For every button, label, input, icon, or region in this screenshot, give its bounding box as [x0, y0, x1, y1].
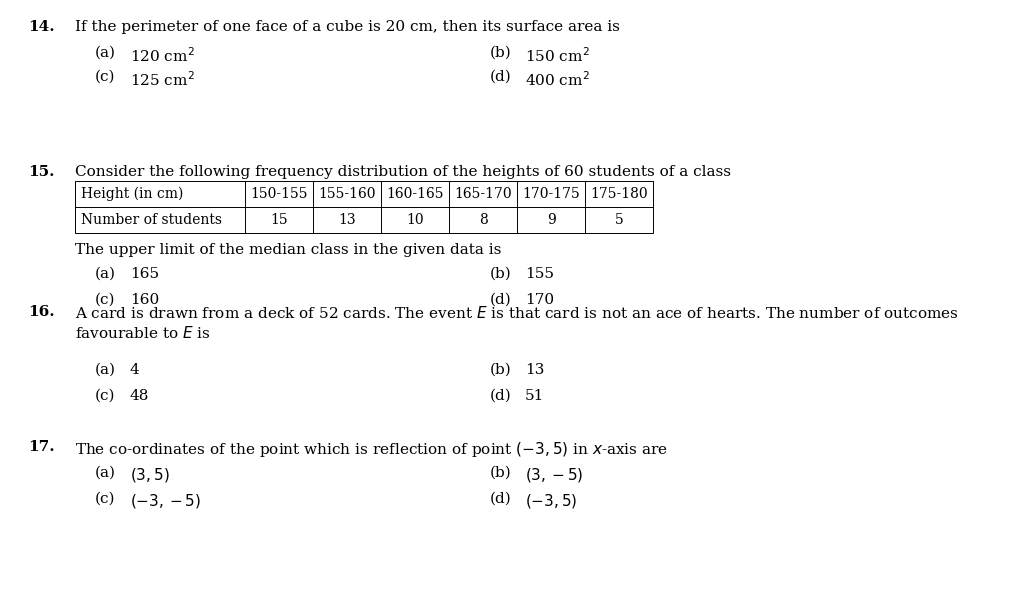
Text: 13: 13 [525, 363, 545, 377]
Text: 5: 5 [614, 213, 624, 227]
Text: 150-155: 150-155 [250, 187, 308, 201]
Text: 10: 10 [407, 213, 424, 227]
Text: (b): (b) [490, 363, 512, 377]
Text: 14.: 14. [28, 20, 54, 34]
Text: The upper limit of the median class in the given data is: The upper limit of the median class in t… [75, 243, 502, 257]
Text: (b): (b) [490, 466, 512, 480]
Text: 150 cm$^2$: 150 cm$^2$ [525, 46, 590, 65]
Text: 120 cm$^2$: 120 cm$^2$ [130, 46, 195, 65]
Text: Height (in cm): Height (in cm) [81, 187, 183, 201]
Text: 400 cm$^2$: 400 cm$^2$ [525, 70, 590, 89]
Text: (d): (d) [490, 389, 512, 403]
Text: (c): (c) [95, 293, 116, 307]
Text: 13: 13 [338, 213, 355, 227]
Text: 170: 170 [525, 293, 554, 307]
Text: $(3, 5)$: $(3, 5)$ [130, 466, 170, 484]
Text: (d): (d) [490, 70, 512, 84]
Text: 125 cm$^2$: 125 cm$^2$ [130, 70, 195, 89]
Text: (a): (a) [95, 46, 116, 60]
Text: (b): (b) [490, 267, 512, 281]
Text: (c): (c) [95, 70, 116, 84]
Text: 15: 15 [270, 213, 288, 227]
Text: $(3, -5)$: $(3, -5)$ [525, 466, 584, 484]
Text: Number of students: Number of students [81, 213, 222, 227]
Text: 160-165: 160-165 [386, 187, 443, 201]
Text: (b): (b) [490, 46, 512, 60]
Text: (a): (a) [95, 363, 116, 377]
Text: The co-ordinates of the point which is reflection of point $(-3, 5)$ in $x$-axis: The co-ordinates of the point which is r… [75, 440, 668, 459]
Text: (c): (c) [95, 492, 116, 506]
Text: 170-175: 170-175 [522, 187, 580, 201]
Text: 17.: 17. [28, 440, 54, 454]
Text: favourable to $E$ is: favourable to $E$ is [75, 325, 211, 341]
Text: $(-3, 5)$: $(-3, 5)$ [525, 492, 578, 510]
Text: 4: 4 [130, 363, 139, 377]
Text: 8: 8 [478, 213, 487, 227]
Text: 155-160: 155-160 [318, 187, 376, 201]
Text: 165: 165 [130, 267, 159, 281]
Bar [75, 181, 653, 233]
Text: (d): (d) [490, 293, 512, 307]
Text: 9: 9 [547, 213, 555, 227]
Text: If the perimeter of one face of a cube is 20 cm, then its surface area is: If the perimeter of one face of a cube i… [75, 20, 620, 34]
Text: 175-180: 175-180 [590, 187, 648, 201]
Text: A card is drawn from a deck of 52 cards. The event $E$ is that card is not an ac: A card is drawn from a deck of 52 cards.… [75, 305, 959, 321]
Text: $(-3, -5)$: $(-3, -5)$ [130, 492, 202, 510]
Text: (c): (c) [95, 389, 116, 403]
Text: 48: 48 [130, 389, 150, 403]
Text: 51: 51 [525, 389, 545, 403]
Text: 155: 155 [525, 267, 554, 281]
Text: (a): (a) [95, 466, 116, 480]
Text: (d): (d) [490, 492, 512, 506]
Text: 16.: 16. [28, 305, 54, 319]
Text: 165-170: 165-170 [455, 187, 512, 201]
Text: Consider the following frequency distribution of the heights of 60 students of a: Consider the following frequency distrib… [75, 165, 731, 179]
Text: (a): (a) [95, 267, 116, 281]
Text: 160: 160 [130, 293, 160, 307]
Text: 15.: 15. [28, 165, 54, 179]
